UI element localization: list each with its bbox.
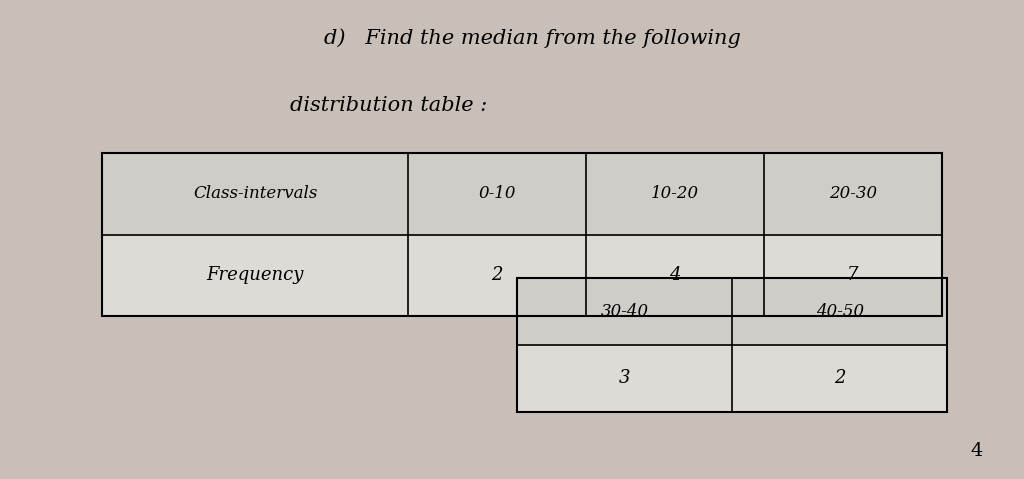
Bar <box>102 153 942 316</box>
Bar <box>102 153 942 235</box>
Text: 4: 4 <box>971 442 983 460</box>
Text: d)   Find the median from the following: d) Find the median from the following <box>324 28 741 48</box>
Text: 7: 7 <box>847 266 859 285</box>
Text: 2: 2 <box>834 369 846 388</box>
Text: Class-intervals: Class-intervals <box>193 185 317 203</box>
Bar <box>517 345 947 412</box>
Text: 10-20: 10-20 <box>651 185 699 203</box>
Text: 3: 3 <box>618 369 631 388</box>
Text: 20-30: 20-30 <box>829 185 878 203</box>
Bar <box>517 278 947 345</box>
Text: distribution table :: distribution table : <box>291 96 487 115</box>
Bar <box>102 235 942 316</box>
Text: 2: 2 <box>492 266 503 285</box>
Text: Frequency: Frequency <box>207 266 304 285</box>
Bar <box>517 278 947 412</box>
Text: 40-50: 40-50 <box>816 303 863 320</box>
Text: 0-10: 0-10 <box>478 185 515 203</box>
Text: 4: 4 <box>669 266 681 285</box>
Text: 30-40: 30-40 <box>601 303 648 320</box>
